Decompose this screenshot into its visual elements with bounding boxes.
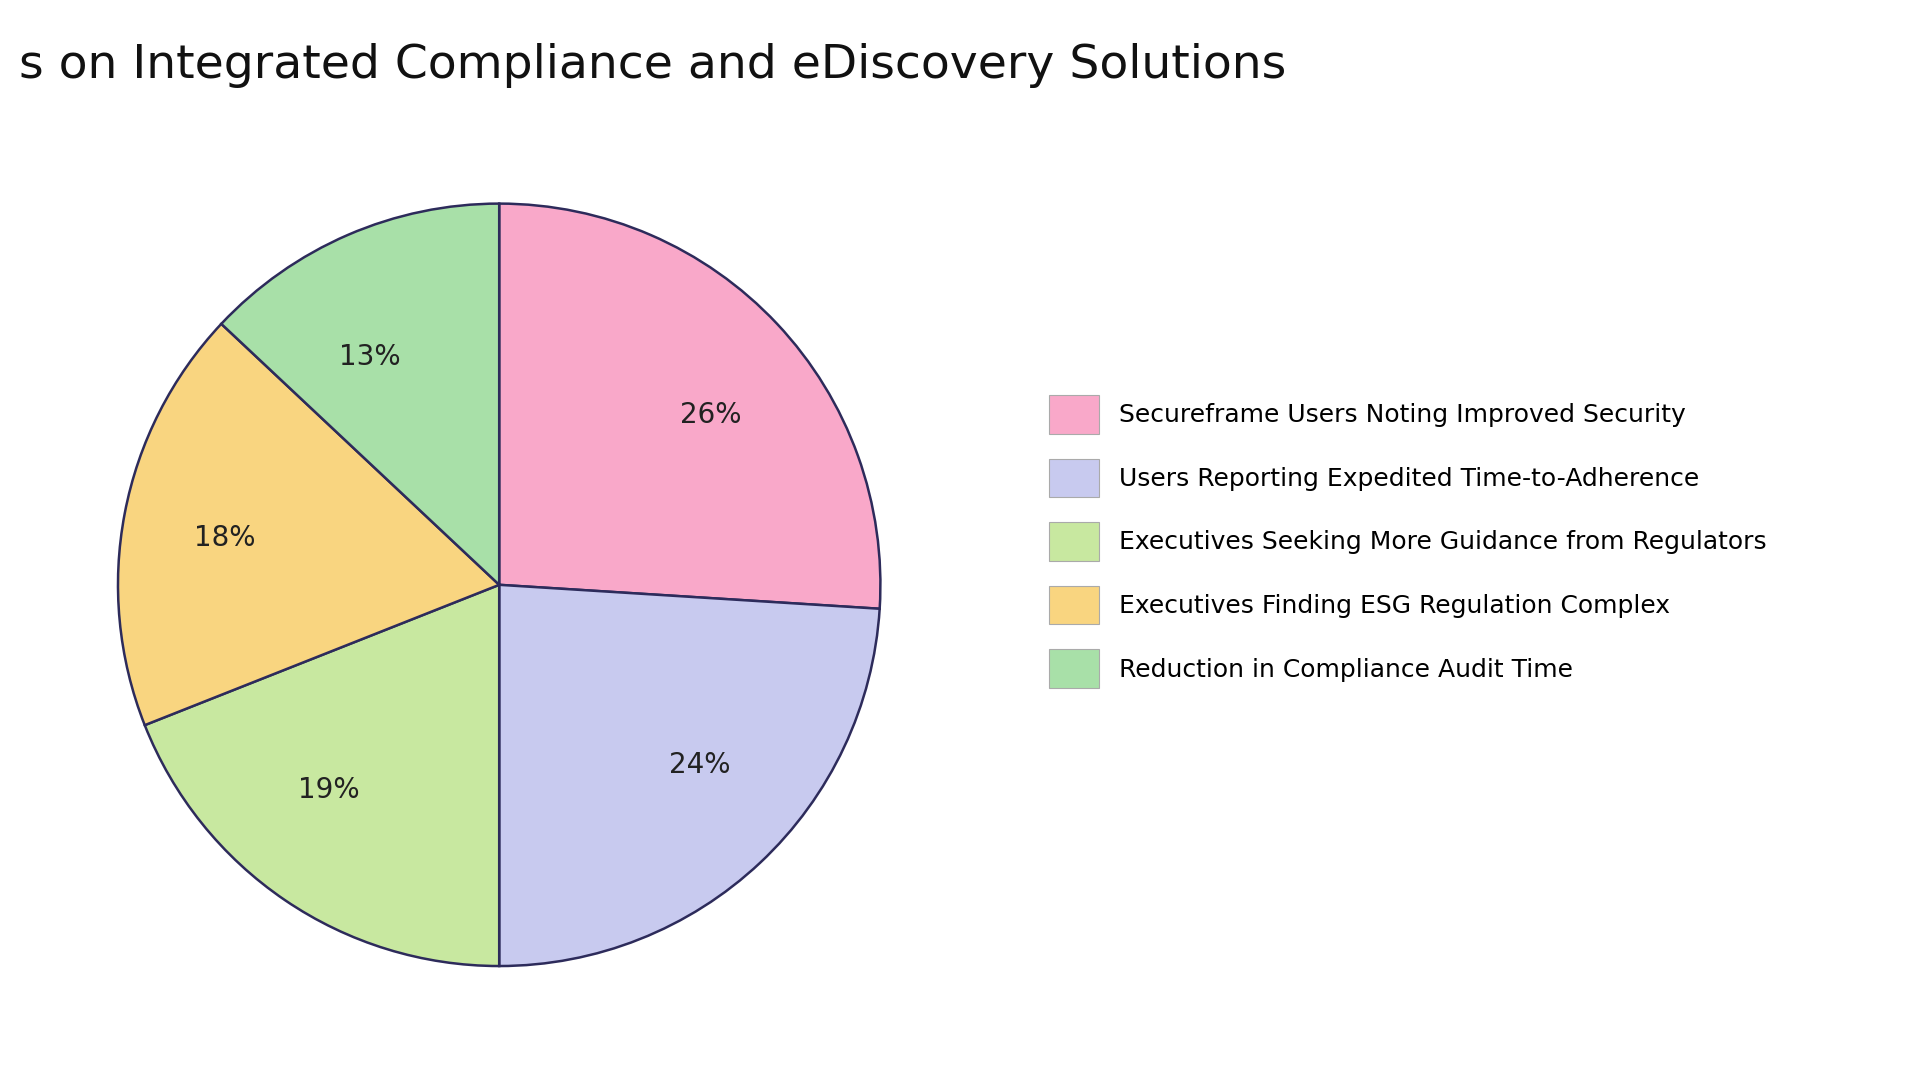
Legend: Secureframe Users Noting Improved Security, Users Reporting Expedited Time-to-Ad: Secureframe Users Noting Improved Securi… [1050, 395, 1766, 688]
Wedge shape [144, 585, 499, 966]
Text: 19%: 19% [298, 775, 359, 804]
Text: 26%: 26% [680, 401, 741, 429]
Wedge shape [117, 324, 499, 726]
Text: 13%: 13% [340, 343, 401, 371]
Wedge shape [499, 585, 879, 966]
Text: 24%: 24% [668, 752, 730, 780]
Text: s on Integrated Compliance and eDiscovery Solutions: s on Integrated Compliance and eDiscover… [19, 43, 1286, 89]
Wedge shape [499, 204, 881, 609]
Text: 18%: 18% [194, 524, 255, 552]
Wedge shape [221, 204, 499, 585]
